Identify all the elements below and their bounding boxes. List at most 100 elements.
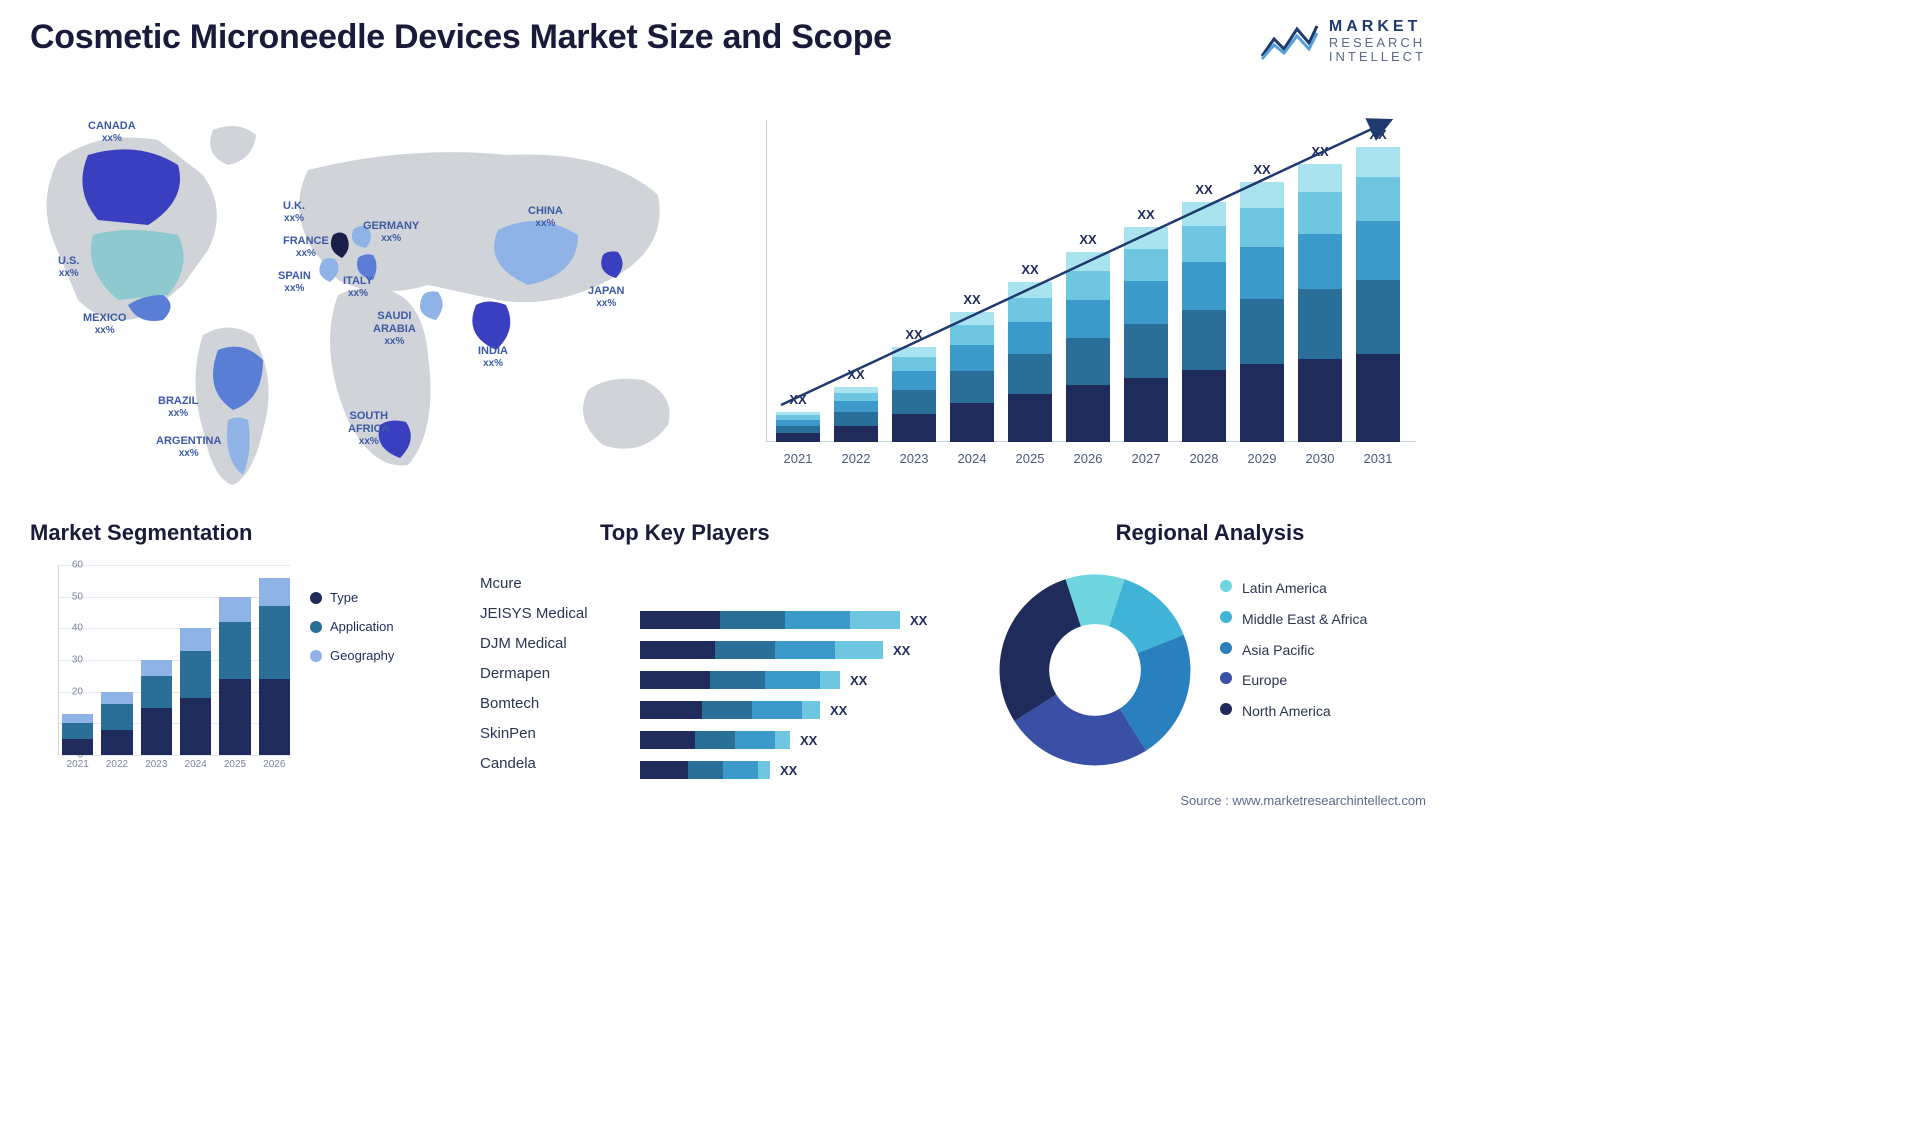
donut-chart [990, 565, 1200, 775]
player-name: SkinPen [480, 718, 630, 748]
player-bar-row: XX [640, 755, 970, 785]
main-bar: XX2027 [1124, 227, 1168, 442]
seg-x-label: 2025 [219, 759, 250, 770]
seg-bar: 2021 [62, 714, 93, 755]
bar-x-label: 2029 [1240, 451, 1284, 466]
map-label: CHINAxx% [528, 205, 563, 230]
segmentation-title: Market Segmentation [30, 520, 470, 546]
players-bars: XXXXXXXXXXXX [640, 575, 970, 785]
main-bar: XX2022 [834, 387, 878, 442]
player-name: Dermapen [480, 658, 630, 688]
player-bar-row: XX [640, 695, 970, 725]
seg-x-label: 2024 [180, 759, 211, 770]
map-label: FRANCExx% [283, 235, 329, 260]
segmentation-chart: 0102030405060 202120222023202420252026 [30, 565, 290, 775]
seg-x-label: 2022 [101, 759, 132, 770]
player-bar-row: XX [640, 665, 970, 695]
legend-item: Latin America [1220, 580, 1367, 597]
bar-value-label: XX [950, 292, 994, 307]
main-bar: XX2024 [950, 312, 994, 442]
bar-value-label: XX [1182, 182, 1226, 197]
map-label: MEXICOxx% [83, 312, 126, 337]
segmentation-panel: Market Segmentation 0102030405060 202120… [30, 520, 470, 780]
legend-item: Geography [310, 648, 394, 663]
player-bar-row: XX [640, 635, 970, 665]
map-label: SOUTHAFRICAxx% [348, 410, 390, 448]
map-label: SAUDIARABIAxx% [373, 310, 416, 348]
main-bar: XX2028 [1182, 202, 1226, 442]
player-name: JEISYS Medical [480, 598, 630, 628]
bar-value-label: XX [834, 367, 878, 382]
seg-bar: 2023 [141, 660, 172, 755]
main-bar: XX2026 [1066, 252, 1110, 442]
main-bar: XX2031 [1356, 147, 1400, 442]
logo: MARKET RESEARCH INTELLECT [1259, 18, 1426, 64]
seg-bar: 2026 [259, 578, 290, 755]
main-bar: XX2025 [1008, 282, 1052, 442]
main-bar: XX2029 [1240, 182, 1284, 442]
player-bar-row [640, 575, 970, 605]
player-name: Mcure [480, 568, 630, 598]
map-label: U.S.xx% [58, 255, 79, 280]
seg-x-label: 2026 [259, 759, 290, 770]
map-label: U.K.xx% [283, 200, 305, 225]
map-label: ITALYxx% [343, 275, 373, 300]
seg-x-label: 2023 [141, 759, 172, 770]
bar-value-label: XX [1298, 144, 1342, 159]
player-name: DJM Medical [480, 628, 630, 658]
source-attribution: Source : www.marketresearchintellect.com [1180, 793, 1426, 808]
seg-x-label: 2021 [62, 759, 93, 770]
regional-legend: Latin AmericaMiddle East & AfricaAsia Pa… [1220, 580, 1367, 734]
bar-value-label: XX [1124, 207, 1168, 222]
players-list: McureJEISYS MedicalDJM MedicalDermapenBo… [480, 568, 630, 778]
legend-item: Middle East & Africa [1220, 611, 1367, 628]
legend-item: Type [310, 590, 394, 605]
bar-x-label: 2022 [834, 451, 878, 466]
seg-bar: 2024 [180, 628, 211, 755]
bar-value-label: XX [1240, 162, 1284, 177]
bar-x-label: 2025 [1008, 451, 1052, 466]
bar-value-label: XX [1008, 262, 1052, 277]
player-bar-row: XX [640, 605, 970, 635]
player-bar-row: XX [640, 725, 970, 755]
player-value-label: XX [800, 733, 817, 748]
bar-x-label: 2021 [776, 451, 820, 466]
segmentation-bars: 2021 2022 2023 2024 2025 2026 [62, 565, 290, 755]
seg-bar: 2022 [101, 692, 132, 755]
map-label: INDIAxx% [478, 345, 508, 370]
bar-value-label: XX [1066, 232, 1110, 247]
bar-value-label: XX [1356, 127, 1400, 142]
world-map-panel: CANADAxx% U.S.xx% MEXICOxx% BRAZILxx% ARGENT… [28, 100, 728, 500]
map-label: ARGENTINAxx% [156, 435, 221, 460]
logo-icon [1259, 21, 1319, 61]
bar-x-label: 2028 [1182, 451, 1226, 466]
bar-x-label: 2030 [1298, 451, 1342, 466]
main-bar: XX2030 [1298, 164, 1342, 442]
logo-text: MARKET RESEARCH INTELLECT [1329, 18, 1426, 64]
player-value-label: XX [830, 703, 847, 718]
player-name: Candela [480, 748, 630, 778]
regional-panel: Regional Analysis Latin America Middle Ea… [990, 520, 1430, 780]
market-size-chart: XX2021XX2022XX2023XX2024XX2025XX2026XX20… [766, 100, 1416, 470]
player-value-label: XX [780, 763, 797, 778]
page-title: Cosmetic Microneedle Devices Market Size… [30, 18, 892, 57]
legend-item: North America [1220, 703, 1367, 720]
map-label: GERMANYxx% [363, 220, 419, 245]
bar-x-label: 2031 [1356, 451, 1400, 466]
main-bar: XX2023 [892, 347, 936, 442]
map-label: SPAINxx% [278, 270, 311, 295]
header: Cosmetic Microneedle Devices Market Size… [30, 18, 1426, 64]
seg-bar: 2025 [219, 597, 250, 755]
map-label: CANADAxx% [88, 120, 136, 145]
bar-x-label: 2026 [1066, 451, 1110, 466]
map-label: JAPANxx% [588, 285, 624, 310]
player-name: Bomtech [480, 688, 630, 718]
regional-title: Regional Analysis [990, 520, 1430, 546]
player-value-label: XX [893, 643, 910, 658]
players-title: Top Key Players [600, 520, 970, 546]
bar-value-label: XX [776, 392, 820, 407]
y-axis [766, 120, 767, 442]
segmentation-legend: TypeApplicationGeography [310, 590, 394, 677]
chart-plot-area: XX2021XX2022XX2023XX2024XX2025XX2026XX20… [766, 120, 1416, 442]
map-label: BRAZILxx% [158, 395, 198, 420]
